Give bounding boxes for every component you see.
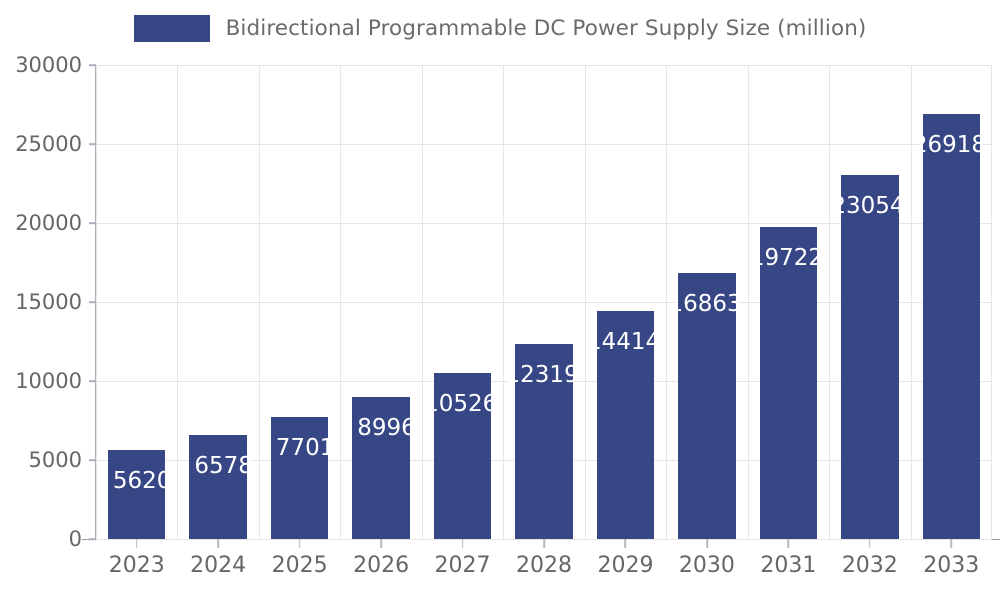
gridline-vertical bbox=[340, 65, 342, 539]
y-axis-tick-mark bbox=[89, 64, 96, 66]
gridline-vertical bbox=[96, 65, 97, 539]
x-axis-tick-mark bbox=[869, 539, 871, 548]
x-axis-tick-mark bbox=[624, 539, 627, 548]
x-axis-tick-label: 2028 bbox=[516, 553, 572, 578]
y-axis-tick-label: 10000 bbox=[15, 369, 82, 393]
legend-item-series-1[interactable]: Bidirectional Programmable DC Power Supp… bbox=[133, 14, 867, 42]
x-axis-tick-mark bbox=[298, 539, 301, 548]
bar-2031[interactable] bbox=[759, 227, 818, 539]
y-axis-tick-mark bbox=[89, 380, 96, 382]
bar-2030[interactable] bbox=[678, 272, 736, 539]
bar-2024[interactable] bbox=[189, 435, 247, 539]
gridline-vertical bbox=[421, 65, 423, 539]
bar-2025[interactable] bbox=[270, 417, 329, 539]
bar-2027[interactable] bbox=[433, 372, 492, 539]
gridline-horizontal bbox=[96, 144, 992, 145]
y-axis-tick-mark bbox=[89, 222, 96, 224]
x-axis-tick-mark bbox=[461, 539, 464, 548]
x-axis-tick-label: 2023 bbox=[108, 553, 165, 578]
x-axis-tick-label: 2033 bbox=[923, 553, 980, 578]
y-axis-tick-mark bbox=[89, 538, 96, 540]
gridline-vertical bbox=[829, 65, 831, 539]
x-axis-tick-label: 2027 bbox=[434, 553, 491, 578]
legend-color-swatch bbox=[133, 14, 210, 42]
gridline-horizontal bbox=[96, 223, 992, 224]
gridline-vertical bbox=[503, 65, 505, 539]
x-axis-tick-label: 2026 bbox=[353, 553, 410, 578]
gridline-horizontal bbox=[96, 65, 992, 66]
y-axis-tick-label: 0 bbox=[68, 527, 82, 551]
x-axis-tick-label: 2030 bbox=[678, 553, 735, 578]
y-axis-tick-label: 25000 bbox=[15, 132, 82, 156]
bar-2026[interactable] bbox=[352, 396, 410, 539]
chart-legend: Bidirectional Programmable DC Power Supp… bbox=[0, 0, 1000, 56]
x-axis-tick-mark bbox=[135, 539, 138, 548]
x-axis-tick-mark bbox=[543, 539, 545, 548]
plot-area: 5620 6578 7701 8996 10526 12319 14414 16863 1972… bbox=[96, 65, 992, 540]
bar-2023[interactable] bbox=[108, 450, 166, 539]
y-axis-tick-mark bbox=[89, 301, 96, 303]
x-axis-tick-label: 2031 bbox=[760, 553, 817, 578]
bar-2028[interactable] bbox=[515, 344, 573, 539]
gridline-vertical bbox=[666, 65, 668, 539]
x-axis-tick-mark bbox=[706, 539, 708, 548]
x-axis-tick-mark bbox=[217, 539, 219, 548]
gridline-vertical bbox=[584, 65, 586, 539]
y-axis-tick-mark bbox=[89, 459, 96, 461]
bar-2032[interactable] bbox=[841, 174, 899, 539]
y-axis-tick-label: 15000 bbox=[15, 290, 82, 314]
x-axis-tick-mark bbox=[950, 539, 953, 548]
x-axis-tick-label: 2025 bbox=[271, 553, 328, 578]
gridline-vertical bbox=[991, 65, 992, 539]
gridline-vertical bbox=[747, 65, 749, 539]
y-axis-tick-label: 20000 bbox=[15, 211, 82, 235]
legend-label: Bidirectional Programmable DC Power Supp… bbox=[225, 15, 867, 41]
bar-2033[interactable] bbox=[922, 113, 980, 539]
x-axis-tick-label: 2029 bbox=[597, 553, 654, 578]
x-axis-tick-mark bbox=[787, 539, 790, 548]
y-axis-tick-mark bbox=[89, 143, 96, 145]
x-axis-tick-label: 2032 bbox=[841, 553, 898, 578]
y-axis-tick-label: 5000 bbox=[28, 448, 82, 472]
y-axis-tick-label: 30000 bbox=[15, 53, 82, 77]
gridline-vertical bbox=[258, 65, 260, 539]
gridline-vertical bbox=[910, 65, 912, 539]
x-axis-tick-label: 2024 bbox=[190, 553, 247, 578]
gridline-horizontal bbox=[96, 302, 992, 303]
bar-2029[interactable] bbox=[596, 311, 655, 539]
x-axis-tick-mark bbox=[380, 539, 382, 548]
gridline-vertical bbox=[177, 65, 179, 539]
